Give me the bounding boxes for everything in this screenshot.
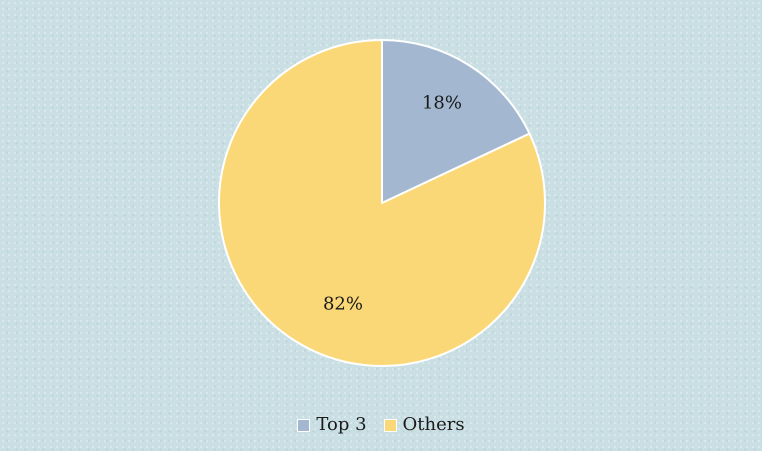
legend-item-others: Others xyxy=(383,413,465,437)
pie-slices xyxy=(218,39,546,367)
pie-data-labels: 18% 82% xyxy=(323,93,462,315)
pie-slice-top-3 xyxy=(381,39,531,204)
legend-label-top-3: Top 3 xyxy=(316,414,367,435)
chart-legend: Top 3 Others xyxy=(0,413,762,437)
legend-swatch-others-icon xyxy=(383,418,397,432)
legend-swatch-top-3-icon xyxy=(297,418,311,432)
legend-item-top-3: Top 3 xyxy=(297,413,367,437)
legend-label-others: Others xyxy=(402,414,465,435)
data-label-top-3: 18% xyxy=(422,93,462,114)
pie-slice-others xyxy=(218,39,546,367)
data-label-others: 82% xyxy=(323,294,363,315)
